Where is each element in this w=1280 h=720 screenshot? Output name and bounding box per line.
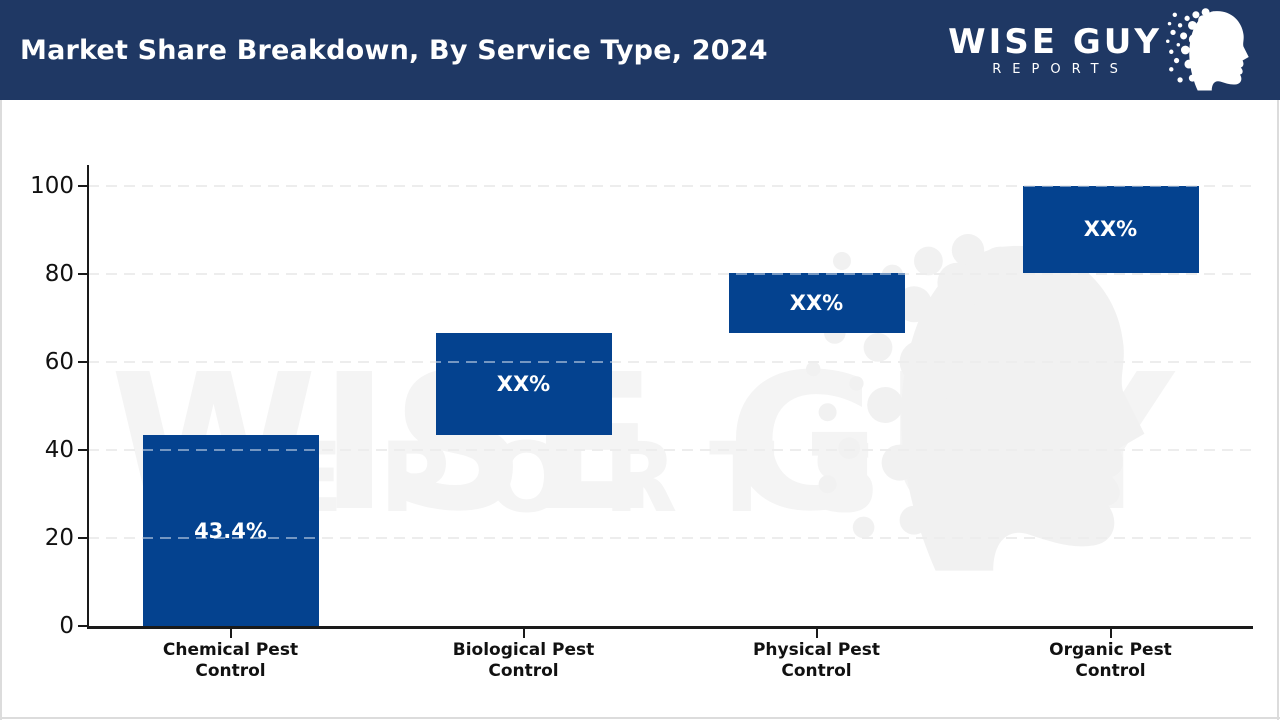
- bar-value-label: XX%: [496, 371, 551, 396]
- y-tick-mark: [78, 537, 88, 539]
- gridline-under: [88, 449, 1253, 451]
- brand-face-icon: [1166, 8, 1249, 91]
- x-tick-mark: [522, 629, 525, 638]
- gridline-over: [88, 273, 1253, 275]
- x-category-label: Organic Pest Control: [996, 640, 1226, 682]
- y-tick-label: 60: [44, 349, 74, 375]
- y-tick-mark: [78, 361, 88, 363]
- frame-border-left: [0, 100, 2, 720]
- x-category-label-line: Control: [195, 661, 266, 681]
- x-axis-line: [87, 626, 1253, 629]
- x-category-label-line: Control: [781, 661, 852, 681]
- x-category-label: Biological Pest Control: [409, 640, 639, 682]
- bar-value-label: XX%: [789, 290, 844, 315]
- gridline-under: [88, 361, 1253, 363]
- y-tick-mark: [78, 625, 88, 627]
- brand-name: WISE GUY: [948, 21, 1162, 62]
- gridline-over: [88, 361, 1253, 363]
- y-tick-mark: [78, 185, 88, 187]
- bar-organic-pest-control: XX%: [1022, 186, 1199, 273]
- chart-title: Market Share Breakdown, By Service Type,…: [20, 34, 768, 66]
- x-tick-mark: [229, 629, 232, 638]
- bar-physical-pest-control: XX%: [728, 272, 905, 333]
- x-category-label: Chemical Pest Control: [116, 640, 346, 682]
- gridline-under: [88, 537, 1253, 539]
- x-category-label: Physical Pest Control: [702, 640, 932, 682]
- x-category-label-line: Physical Pest: [752, 640, 881, 660]
- x-category-label-line: Chemical Pest: [162, 640, 299, 660]
- bar-value-label: XX%: [1083, 217, 1138, 242]
- gridline-over: [88, 185, 1253, 187]
- brand-wordmark: WISE GUY REPORTS: [948, 24, 1162, 77]
- y-axis-line: [87, 165, 89, 628]
- gridline-over: [88, 537, 1253, 539]
- brand-subtitle: REPORTS: [992, 61, 1129, 77]
- x-category-label-line: Control: [1075, 661, 1146, 681]
- y-tick-label: 20: [44, 525, 74, 551]
- y-tick-label: 0: [59, 613, 74, 639]
- bar-biological-pest-control: XX%: [435, 332, 612, 436]
- y-tick-label: 80: [44, 261, 74, 287]
- bar-chemical-pest-control: 43.4%: [142, 435, 319, 626]
- y-tick-label: 100: [30, 173, 74, 199]
- frame-border-bottom: [0, 717, 1280, 719]
- gridline-under: [88, 273, 1253, 275]
- x-category-label-line: Biological Pest: [452, 640, 595, 660]
- bar-value-label: 43.4%: [194, 518, 267, 543]
- x-tick-mark: [1109, 629, 1112, 638]
- gridline-under: [88, 185, 1253, 187]
- brand-logo: WISE GUY REPORTS: [948, 5, 1254, 95]
- x-category-label-line: Organic Pest: [1049, 640, 1172, 660]
- x-tick-mark: [815, 629, 818, 638]
- y-tick-mark: [78, 273, 88, 275]
- x-category-label-line: Control: [488, 661, 559, 681]
- frame-border-right: [1277, 100, 1279, 720]
- y-tick-mark: [78, 449, 88, 451]
- y-tick-label: 40: [44, 437, 74, 463]
- header: Market Share Breakdown, By Service Type,…: [0, 0, 1280, 100]
- gridline-over: [88, 449, 1253, 451]
